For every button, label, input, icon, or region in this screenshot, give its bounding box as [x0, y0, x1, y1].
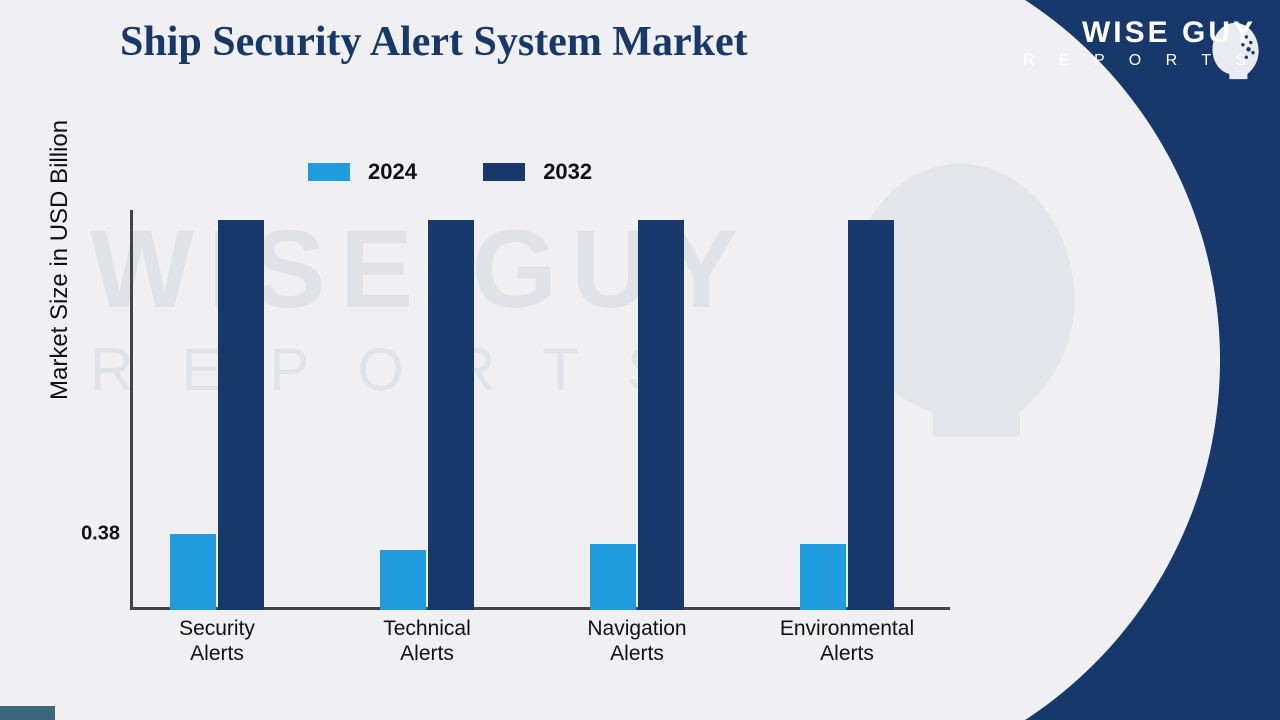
plot-area: 0.38 SecurityAlertsTechnicalAlertsNaviga…	[130, 210, 950, 610]
legend: 2024 2032	[0, 158, 960, 185]
bar	[380, 550, 426, 610]
brand-head-icon	[1204, 20, 1266, 82]
bar-group: TechnicalAlerts	[380, 210, 474, 610]
legend-label-2024: 2024	[368, 159, 417, 184]
chart-canvas: WISE GUY REPORTS Ship Security Alert Sys…	[0, 0, 1280, 720]
bar	[428, 220, 474, 610]
bar	[848, 220, 894, 610]
bar	[218, 220, 264, 610]
y-axis	[130, 210, 133, 610]
bar-group: NavigationAlerts	[590, 210, 684, 610]
x-category-label: TechnicalAlerts	[337, 610, 517, 666]
legend-label-2032: 2032	[543, 159, 592, 184]
x-category-label: SecurityAlerts	[127, 610, 307, 666]
bar	[800, 544, 846, 610]
legend-swatch-2032	[483, 163, 525, 181]
x-category-label: EnvironmentalAlerts	[757, 610, 937, 666]
y-tick-label: 0.38	[81, 523, 120, 546]
bar	[590, 544, 636, 610]
bar	[170, 534, 216, 610]
bar-group: SecurityAlerts	[170, 210, 264, 610]
chart-title: Ship Security Alert System Market	[120, 18, 748, 66]
y-axis-label: Market Size in USD Billion	[46, 120, 74, 400]
legend-swatch-2024	[308, 163, 350, 181]
bottom-accent-bar	[0, 706, 55, 720]
bar	[638, 220, 684, 610]
x-category-label: NavigationAlerts	[547, 610, 727, 666]
bar-group: EnvironmentalAlerts	[800, 210, 894, 610]
